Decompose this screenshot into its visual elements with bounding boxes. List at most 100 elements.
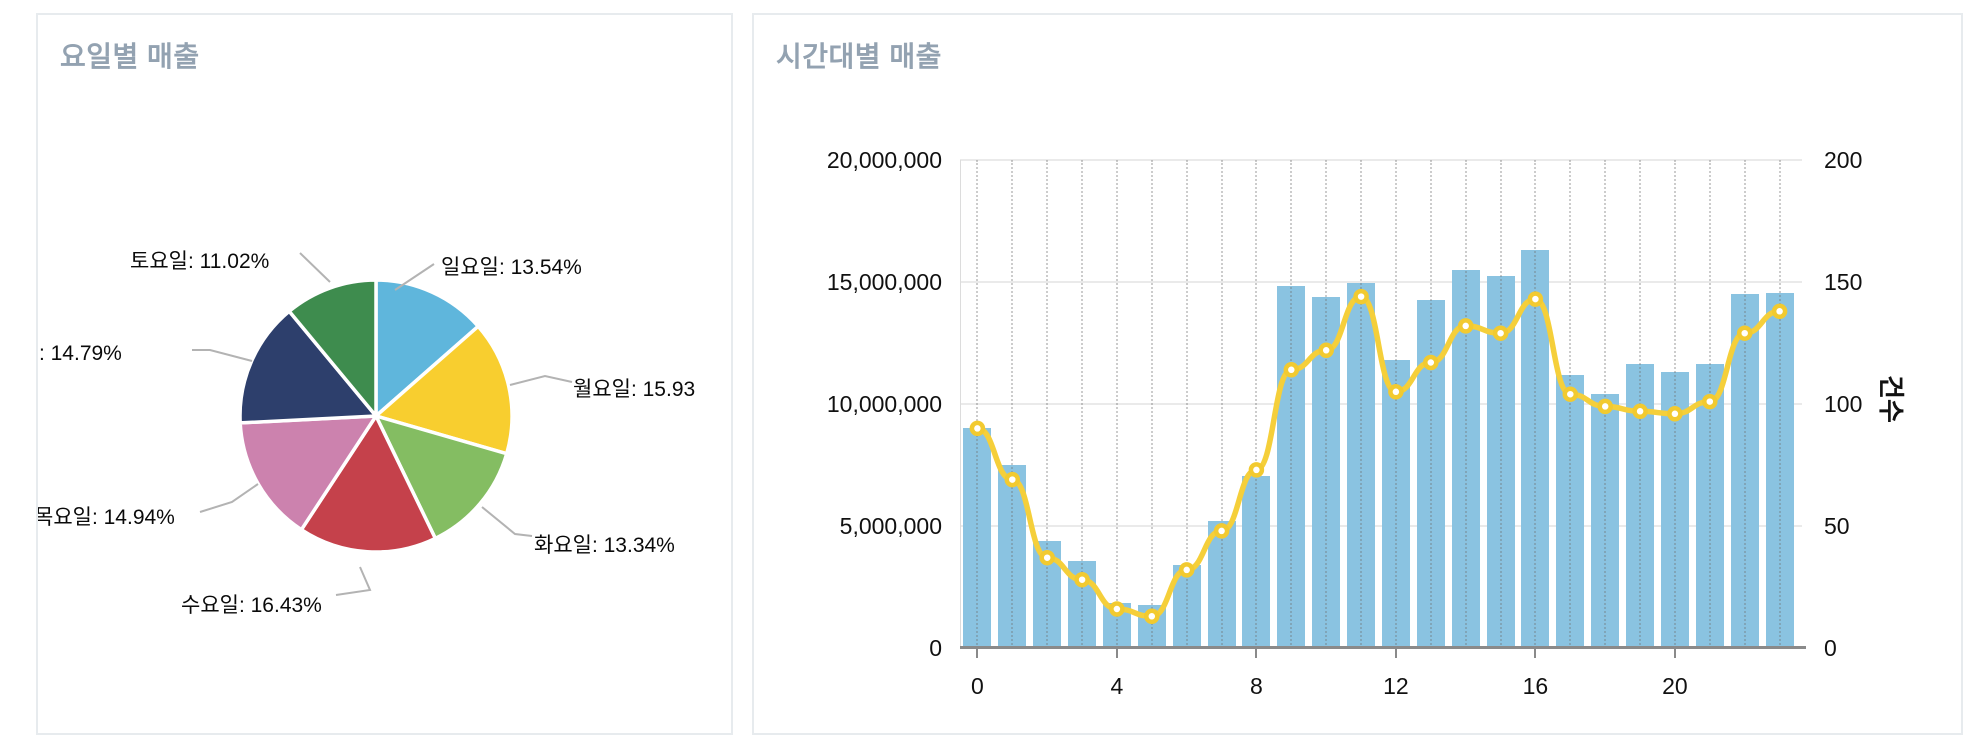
count-marker-hour-1 — [1004, 471, 1021, 488]
x-tickmark — [1115, 649, 1118, 658]
count-marker-hour-12 — [1388, 384, 1404, 400]
sales-bar-hour-23 — [1765, 292, 1794, 648]
v-gridline — [1569, 160, 1572, 648]
v-gridline — [1046, 160, 1049, 648]
x-axis-tick: 0 — [971, 673, 984, 699]
x-axis-tick: 16 — [1522, 673, 1549, 699]
pie-leader-line — [394, 263, 435, 291]
left-axis-tick: 10,000,000 — [826, 391, 942, 417]
count-marker-hour-11 — [1353, 288, 1369, 305]
pie-leader-line — [481, 506, 533, 537]
x-axis-tick: 4 — [1110, 673, 1124, 699]
sales-bar-hour-17 — [1556, 374, 1585, 648]
count-marker-hour-2 — [1039, 549, 1055, 566]
left-axis-tick: 15,000,000 — [826, 269, 942, 295]
x-tickmark — [1673, 649, 1676, 658]
h-gridline — [960, 525, 1802, 527]
count-marker-hour-13 — [1423, 354, 1439, 371]
sales-bar-hour-7 — [1207, 521, 1236, 648]
v-gridline — [1290, 160, 1293, 648]
x-axis-tick: 20 — [1662, 673, 1688, 699]
v-gridline — [1220, 160, 1223, 648]
left-axis-tick: 5,000,000 — [839, 513, 942, 539]
sales-bar-hour-0 — [963, 428, 992, 648]
left-axis-tick: 0 — [929, 635, 942, 661]
page-title-hourly: 시간대별 매출 — [776, 41, 942, 72]
v-gridline — [1394, 160, 1397, 648]
count-axis-label: 건수 — [1876, 375, 1906, 423]
v-gridline — [1778, 160, 1781, 648]
count-marker-hour-21 — [1702, 393, 1718, 410]
count-marker-hour-17 — [1562, 386, 1579, 402]
count-marker-hour-22 — [1736, 325, 1753, 341]
h-gridline — [960, 281, 1802, 283]
pie-leader-line — [199, 483, 259, 513]
x-tickmark — [1534, 649, 1537, 658]
pie-label-목요일: 목요일: 14.94% — [36, 506, 175, 529]
pie-slice-월요일 — [374, 324, 514, 456]
sales-bar-hour-11 — [1347, 283, 1376, 648]
x-tickmark — [1255, 649, 1258, 658]
v-gridline — [1534, 160, 1537, 648]
pie-leader-line — [299, 252, 331, 283]
count-marker-hour-14 — [1457, 318, 1474, 334]
count-marker-hour-15 — [1492, 325, 1509, 341]
v-gridline — [1360, 160, 1363, 648]
count-marker-hour-7 — [1213, 523, 1230, 539]
right-axis-tick: 50 — [1824, 513, 1850, 539]
count-marker-hour-4 — [1109, 601, 1125, 617]
x-axis-tick: 8 — [1250, 673, 1263, 699]
sales-bar-hour-9 — [1277, 285, 1306, 648]
pie-slice-화요일 — [374, 414, 509, 541]
pie-slice-목요일 — [238, 414, 378, 532]
page-title-weekday: 요일별 매출 — [60, 41, 200, 72]
x-tickmark — [1394, 649, 1397, 658]
y-axis-line — [960, 160, 961, 648]
v-gridline — [1081, 160, 1084, 648]
count-marker-hour-5 — [1144, 608, 1160, 625]
count-marker-hour-6 — [1178, 562, 1195, 578]
pie-label-화요일: 화요일: 13.34% — [534, 534, 675, 557]
pie-slice-일요일 — [374, 278, 480, 418]
pie-leader-line — [509, 374, 573, 386]
pie-label-일요일: 일요일: 13.54% — [441, 256, 582, 279]
h-gridline — [960, 403, 1802, 405]
h-gridline — [960, 159, 1802, 161]
v-gridline — [1325, 160, 1328, 648]
v-gridline — [1255, 160, 1258, 648]
right-axis-tick: 0 — [1824, 635, 1837, 661]
sales-bar-hour-12 — [1381, 360, 1410, 648]
count-marker-hour-10 — [1318, 342, 1334, 359]
x-tickmark — [976, 649, 979, 658]
count-line-series — [969, 288, 1788, 625]
count-marker-hour-20 — [1667, 406, 1683, 422]
count-marker-hour-16 — [1527, 291, 1544, 307]
pie-label-금요일: 금요일: 14.79% — [38, 342, 122, 365]
x-axis-line — [960, 646, 1806, 649]
x-axis-tick: 12 — [1383, 673, 1409, 699]
pie-leader-line — [192, 349, 253, 362]
sales-bar-hour-18 — [1591, 394, 1620, 648]
count-marker-hour-19 — [1632, 403, 1648, 420]
pie-label-토요일: 토요일: 11.02% — [130, 250, 270, 273]
count-marker-hour-23 — [1771, 303, 1788, 320]
sales-bar-hour-21 — [1695, 363, 1724, 648]
left-axis-tick: 20,000,000 — [826, 147, 942, 173]
pie-label-월요일: 월요일: 15.93 — [573, 378, 696, 401]
right-axis-tick: 100 — [1824, 391, 1863, 417]
v-gridline — [1150, 160, 1153, 648]
count-marker-hour-0 — [969, 420, 986, 437]
pie-label-수요일: 수요일: 16.43% — [181, 594, 322, 617]
v-gridline — [1429, 160, 1432, 648]
weekday-pie-chart — [192, 252, 573, 596]
count-marker-hour-3 — [1074, 571, 1090, 588]
count-marker-hour-18 — [1597, 398, 1613, 415]
pie-leader-line — [335, 566, 372, 596]
right-axis-tick: 200 — [1824, 147, 1863, 173]
pie-slice-토요일 — [287, 278, 378, 418]
right-axis-tick: 150 — [1824, 269, 1863, 295]
v-gridline — [1673, 160, 1676, 648]
v-gridline — [976, 160, 979, 648]
hourly-sales-card: 시간대별 매출 20,000,000 200 15,000,000 150 10,000… — [752, 13, 1963, 735]
sales-bar-hour-22 — [1730, 294, 1759, 648]
